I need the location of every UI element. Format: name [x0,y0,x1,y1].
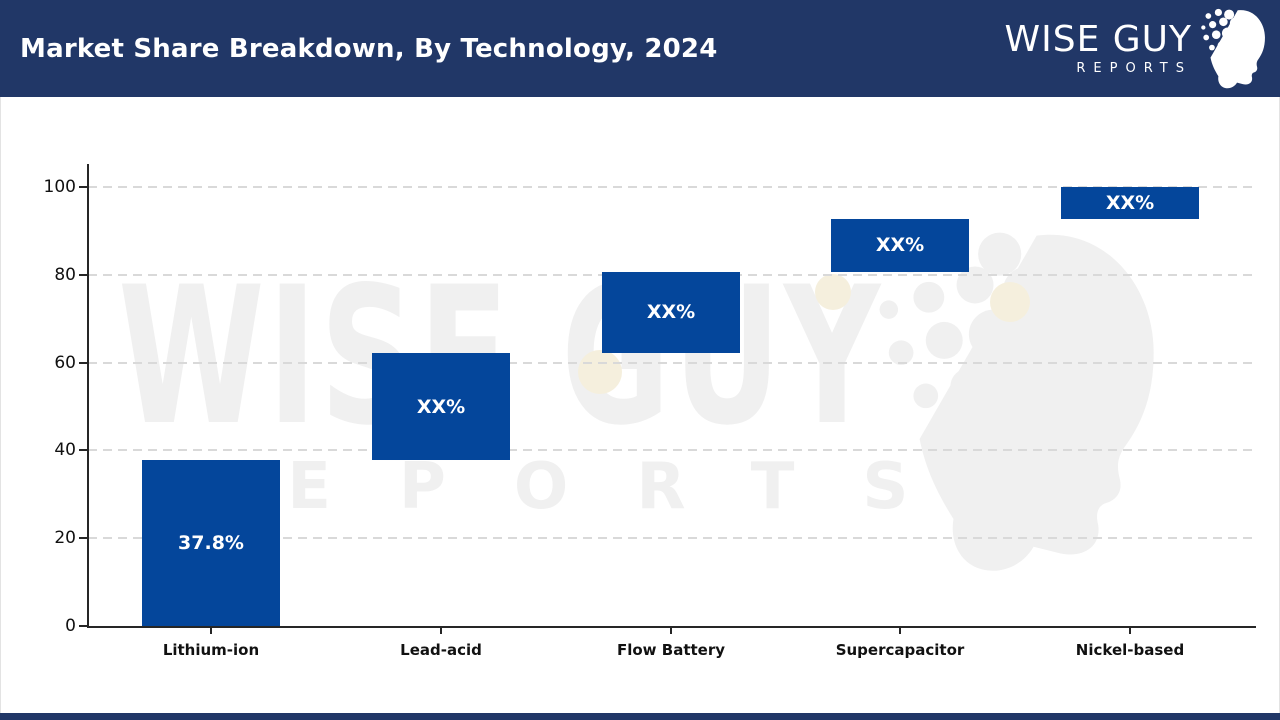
x-axis-label: Lead-acid [400,641,482,659]
bar-value-label: XX% [416,395,466,418]
bar-value-label: 37.8% [178,532,244,555]
y-tick-mark [79,361,87,364]
y-tick-label: 20 [54,528,76,549]
x-tick-mark [670,628,672,634]
bar-lithium-ion [142,460,280,626]
x-axis-label: Lithium-ion [162,641,260,659]
logo-wiseguy-label: WISE GUY [1004,19,1192,60]
y-tick-label: 0 [65,616,76,636]
watermark-accent-dot [815,274,851,310]
x-axis-line [87,626,1256,628]
x-tick-mark [1129,628,1131,634]
x-axis-label: Supercapacitor [835,641,965,659]
wiseguy-logo-text: WISE GUY REPORTS [1005,20,1193,77]
wiseguy-logo: WISE GUY REPORTS [1005,2,1269,95]
bar-value-label: XX% [1105,192,1155,215]
gridline [88,186,1256,188]
y-tick-mark [79,186,87,188]
gridline [88,537,1256,540]
x-axis-label: Flow Battery [616,641,726,659]
gridline [88,449,1256,452]
y-axis-line [87,164,89,628]
footer-bar [0,713,1280,720]
y-tick-mark [79,537,87,540]
x-axis-label: Nickel-based [1075,641,1185,659]
header-banner: Market Share Breakdown, By Technology, 2… [0,0,1280,97]
bar-lead-acid [372,352,510,461]
page-title: Market Share Breakdown, By Technology, 2… [20,33,718,64]
x-tick-mark [440,628,442,634]
watermark-accent-dot [578,350,622,394]
bar-value-label: XX% [875,234,925,257]
gridline [88,361,1256,364]
y-tick-label: 60 [54,352,76,373]
logo-reports-label: REPORTS [1076,61,1192,76]
bar-value-label: XX% [646,301,696,324]
y-tick-label: 80 [54,264,76,285]
x-tick-mark [899,628,901,634]
y-tick-mark [79,625,87,627]
y-tick-label: 100 [43,177,76,197]
y-tick-label: 40 [54,440,76,461]
bar-flow-battery [602,271,740,353]
x-tick-mark [210,628,212,634]
y-tick-mark [79,449,87,452]
bar-nickel-based [1061,187,1199,220]
y-tick-mark [79,273,87,276]
